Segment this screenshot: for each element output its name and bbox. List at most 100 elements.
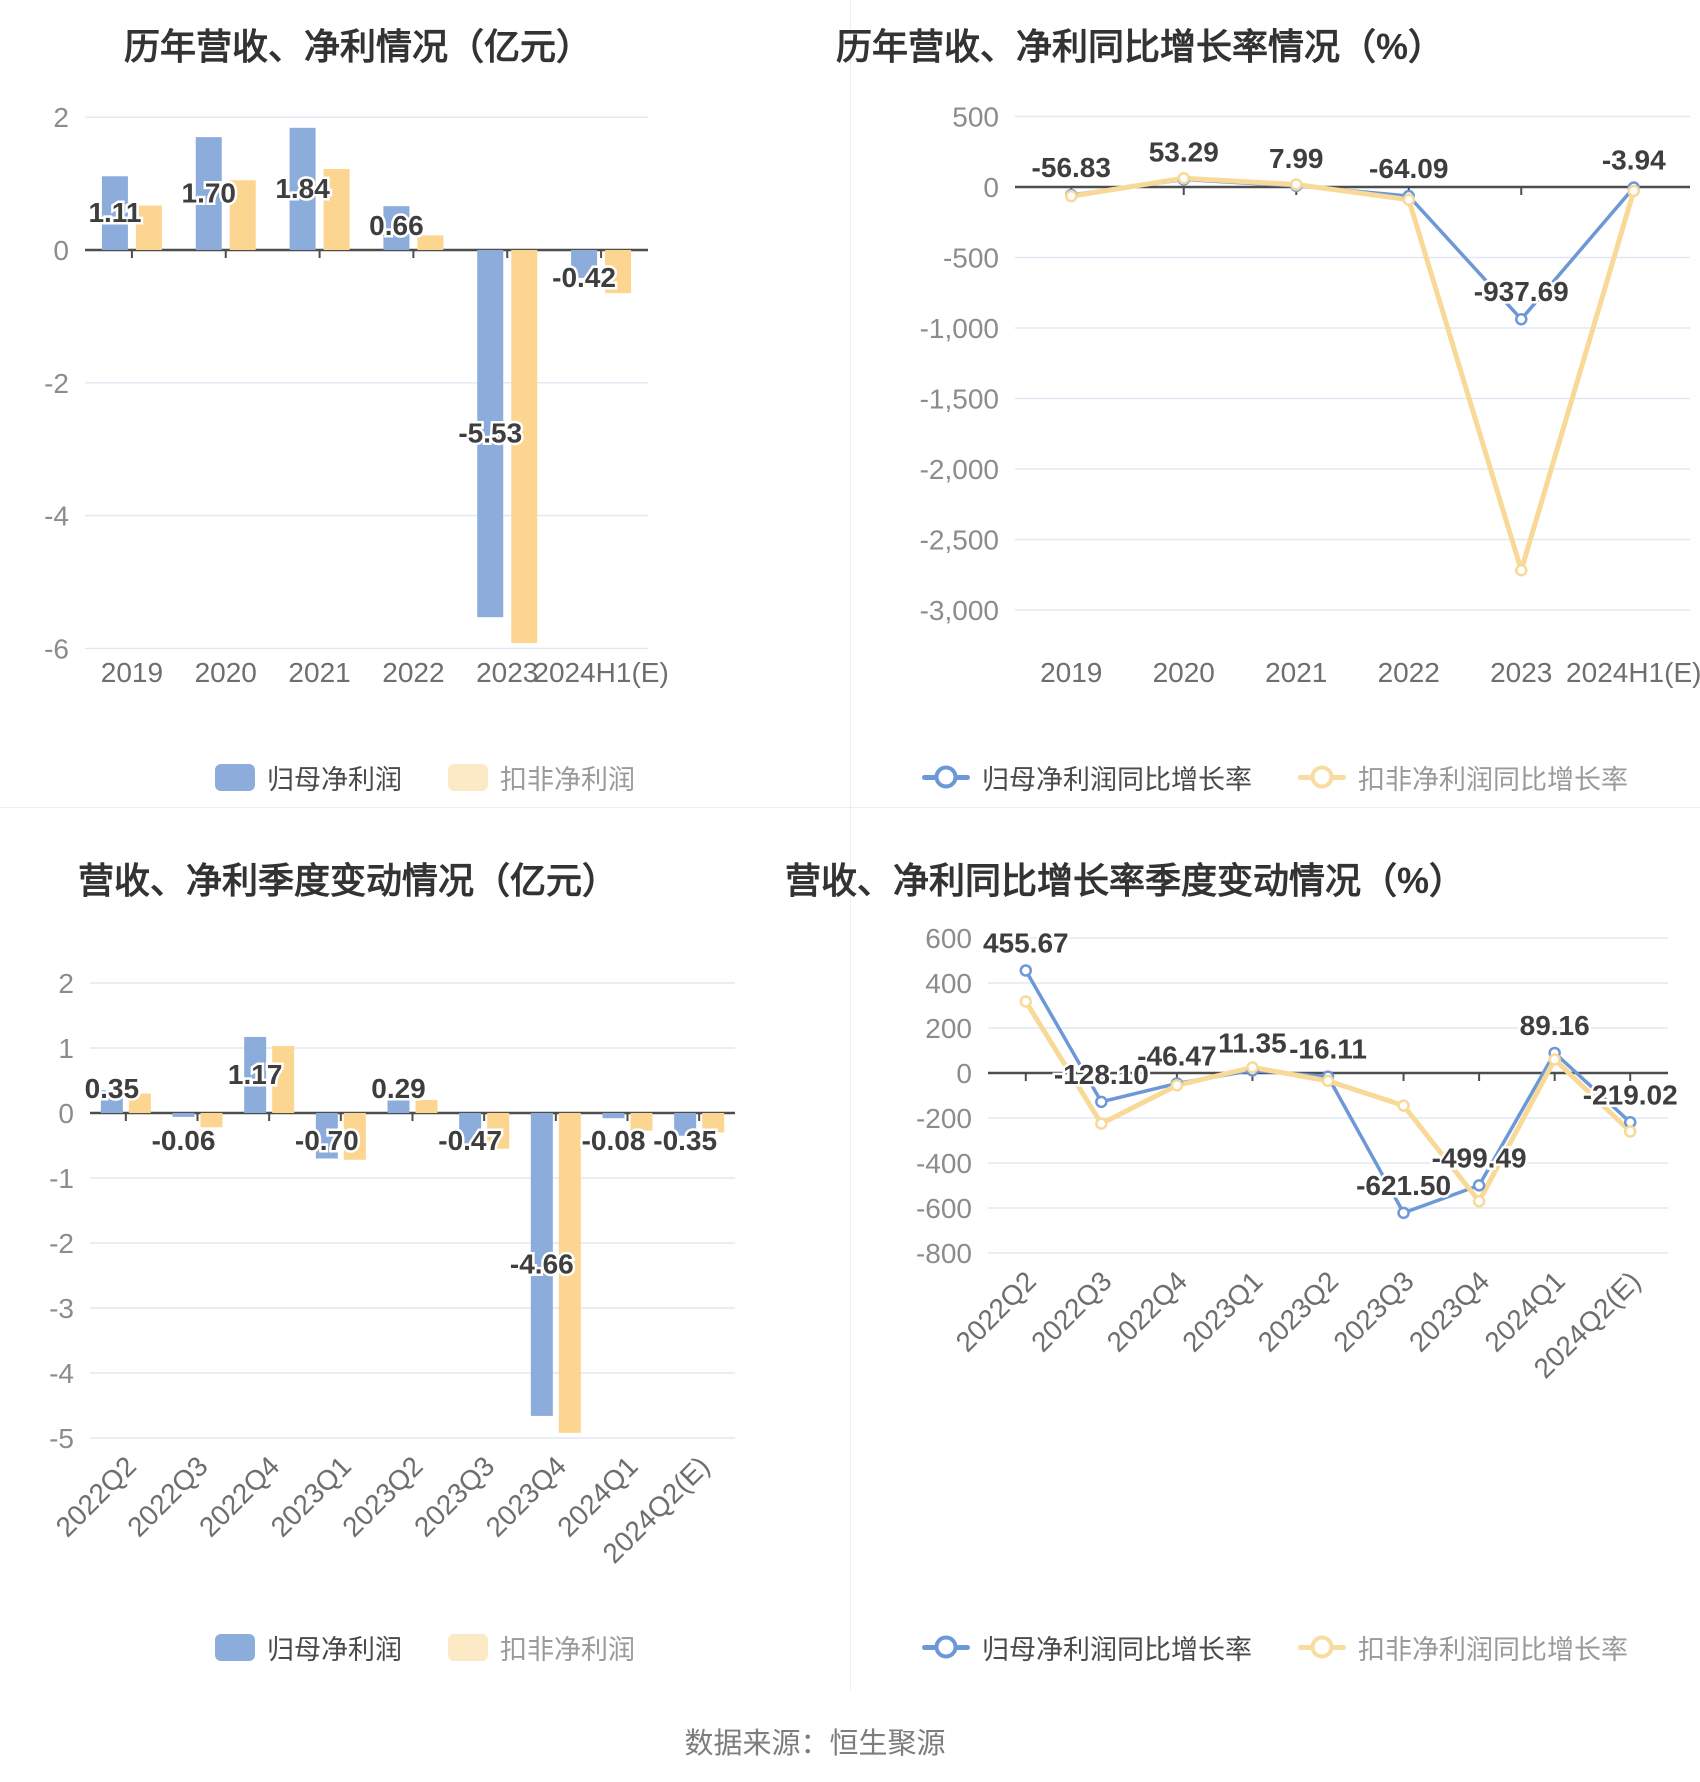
data-label: 7.99 [1269,143,1324,174]
bar-annual-profit-s1[interactable] [229,180,256,250]
bar-quarterly-profit-s1[interactable] [272,1046,295,1113]
line-marker-yellow-icon [1298,765,1346,789]
y-axis-tick-label: 2 [53,102,69,133]
data-point[interactable] [1397,1206,1410,1220]
y-axis-tick-label: 600 [925,923,972,954]
y-axis-tick-label: -1,000 [920,313,999,344]
bar-swatch-yellow-icon [448,1633,488,1661]
data-point[interactable] [1515,312,1528,326]
bar-annual-profit-s0[interactable] [383,206,410,250]
legend-item-net-profit-growth[interactable]: 归母净利润同比增长率 [922,1628,1252,1667]
legend-label: 扣非净利润同比增长率 [1358,764,1628,795]
x-axis-tick-label: 2022Q4 [1101,1265,1193,1357]
data-point[interactable] [1627,184,1640,198]
data-label: -0.35 [653,1125,717,1156]
chart-title-annual-profit: 历年营收、净利情况（亿元） [123,26,593,67]
bar-quarterly-profit-s1[interactable] [128,1093,151,1114]
data-label: 455.67 [983,927,1069,958]
x-axis-tick-label: 2023Q1 [1176,1265,1268,1357]
data-point[interactable] [1019,964,1033,977]
bar-annual-profit-s1[interactable] [417,235,444,250]
x-axis-tick-label: 2020 [1153,657,1215,688]
bar-annual-profit-s0[interactable] [571,250,598,278]
bar-quarterly-profit-s1[interactable] [630,1113,653,1131]
data-point[interactable] [1548,1053,1561,1066]
bar-quarterly-profit-s0[interactable] [172,1113,195,1117]
bar-quarterly-profit-s0[interactable] [530,1113,553,1416]
bar-quarterly-profit-s0[interactable] [387,1094,410,1113]
legend-item-net-profit[interactable]: 归母净利润 [215,1628,402,1667]
legend-item-net-profit[interactable]: 归母净利润 [215,758,402,797]
line-marker-blue-icon [922,765,970,789]
row-divider [0,807,1700,808]
data-point[interactable] [1095,1095,1108,1109]
legend-item-nonrecurring-profit[interactable]: 扣非净利润 [448,758,635,797]
data-point[interactable] [1095,1117,1108,1130]
data-point[interactable] [1472,1195,1486,1208]
y-axis-tick-label: 0 [983,172,999,203]
legend-annual-growth: 归母净利润同比增长率 扣非净利润同比增长率 [850,755,1700,799]
bar-annual-profit-s0[interactable] [477,250,504,618]
data-point[interactable] [1397,1099,1410,1112]
bar-quarterly-profit-s0[interactable] [100,1090,123,1113]
data-point[interactable] [1290,178,1303,191]
line-marker-yellow-icon [1298,1635,1346,1659]
legend-label: 归母净利润同比增长率 [982,764,1252,795]
data-label: -64.09 [1369,153,1448,184]
y-axis-tick-label: 0 [956,1058,972,1089]
bar-quarterly-profit-s1[interactable] [343,1113,366,1160]
line-annual-growth-s1[interactable] [1068,175,1637,573]
legend-label: 归母净利润 [267,764,402,795]
bar-quarterly-profit-s0[interactable] [459,1113,482,1144]
bar-quarterly-profit-s0[interactable] [602,1113,625,1119]
legend-item-nonrecurring-growth[interactable]: 扣非净利润同比增长率 [1298,758,1628,797]
data-source-note: 数据来源：恒生聚源 [684,1728,946,1760]
legend-item-net-profit-growth[interactable]: 归母净利润同比增长率 [922,758,1252,797]
y-axis-tick-label: -4 [49,1358,74,1389]
bar-annual-profit-s0[interactable] [289,127,316,250]
data-point[interactable] [1177,172,1190,185]
y-axis-tick-label: -500 [943,243,999,274]
data-point[interactable] [1402,193,1415,206]
bar-annual-profit-s1[interactable] [323,168,350,250]
bar-quarterly-profit-s1[interactable] [702,1113,725,1133]
bar-annual-profit-s1[interactable] [605,250,632,294]
data-point[interactable] [1065,189,1078,203]
chart-title-annual-growth: 历年营收、净利同比增长率情况（%） [835,26,1445,67]
x-axis-tick-label: 2019 [101,657,163,688]
bar-quarterly-profit-s1[interactable] [200,1113,223,1128]
data-point[interactable] [1472,1179,1486,1192]
x-axis-tick-label: 2022Q3 [1025,1265,1117,1357]
x-axis-tick-label: 2024H1(E) [533,657,668,688]
legend-item-nonrecurring-profit[interactable]: 扣非净利润 [448,1628,635,1667]
bar-quarterly-profit-s0[interactable] [244,1036,267,1113]
bar-annual-profit-s1[interactable] [135,205,162,250]
bar-annual-profit-s0[interactable] [195,137,222,250]
data-point[interactable] [1623,1125,1637,1138]
data-point[interactable] [1019,995,1033,1008]
bar-quarterly-profit-s1[interactable] [558,1113,581,1433]
column-divider [850,0,851,1690]
bar-quarterly-profit-s0[interactable] [674,1113,697,1136]
legend-item-nonrecurring-growth[interactable]: 扣非净利润同比增长率 [1298,1628,1628,1667]
data-label: -621.50 [1356,1170,1451,1201]
x-axis-tick-label: 2022Q2 [950,1265,1042,1357]
y-axis-tick-label: 2 [58,968,74,999]
bar-quarterly-profit-s1[interactable] [487,1113,510,1149]
data-point[interactable] [1515,563,1528,577]
data-label: 0.66 [369,210,424,241]
data-label: -128.10 [1054,1059,1149,1090]
bar-quarterly-profit-s1[interactable] [415,1100,438,1113]
bar-swatch-blue-icon [215,1633,255,1661]
bar-annual-profit-s0[interactable] [101,176,128,250]
y-axis-tick-label: 200 [925,1013,972,1044]
x-axis-tick-label: 2023Q3 [1327,1265,1419,1357]
data-point[interactable] [1321,1074,1335,1088]
y-axis-tick-label: -3,000 [920,595,999,626]
bar-quarterly-profit-s0[interactable] [315,1113,338,1159]
bar-swatch-yellow-icon [448,763,488,791]
data-point[interactable] [1170,1079,1184,1092]
bar-annual-profit-s1[interactable] [511,250,538,644]
data-point[interactable] [1246,1061,1259,1074]
data-label: -0.06 [152,1125,216,1156]
